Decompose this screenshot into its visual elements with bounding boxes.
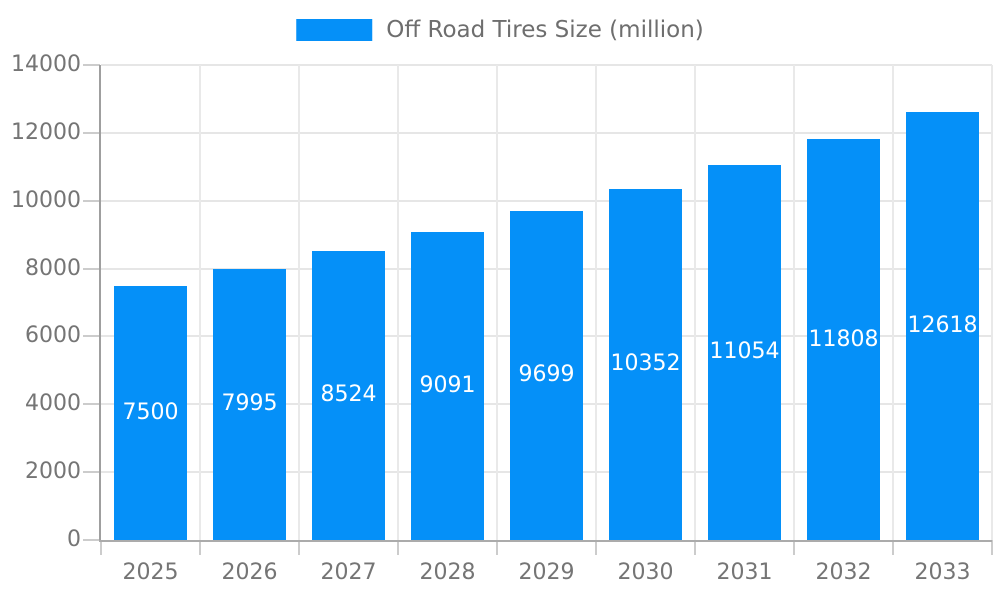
bar-value-label: 7995 — [221, 391, 278, 417]
bar — [509, 210, 584, 540]
y-tick — [83, 267, 100, 270]
legend-label: Off Road Tires Size (million) — [386, 17, 704, 43]
bar — [608, 188, 683, 540]
bar-value-label: 11808 — [808, 326, 879, 352]
y-tick-label: 6000 — [25, 323, 81, 349]
y-axis-line — [99, 65, 101, 540]
x-tick-label: 2026 — [221, 560, 278, 585]
x-tick — [991, 540, 993, 555]
v-gridline — [199, 65, 201, 540]
x-tick-label: 2032 — [815, 560, 872, 585]
y-tick — [83, 64, 100, 66]
bar — [806, 139, 881, 540]
plot-area: 7500 7995 8524 9091 9699 10352 11054 11808 12618 — [83, 64, 993, 555]
bar — [311, 250, 386, 540]
y-tick — [83, 403, 100, 406]
x-tick-label: 2029 — [518, 560, 575, 585]
bar-value-label: 7500 — [122, 399, 179, 425]
legend-swatch-icon — [296, 19, 373, 41]
y-tick-label: 4000 — [25, 391, 81, 417]
x-tick-label: 2027 — [320, 560, 377, 585]
v-gridline — [595, 65, 597, 540]
y-tick-label: 12000 — [11, 119, 81, 145]
x-tick-label: 2030 — [617, 560, 674, 585]
x-tick-label: 2028 — [419, 560, 476, 585]
bar-value-label: 11054 — [709, 339, 780, 365]
v-gridline — [694, 65, 696, 540]
h-gridline — [101, 64, 992, 66]
x-tick — [199, 540, 201, 555]
x-tick — [496, 540, 498, 555]
y-tick — [83, 199, 100, 202]
v-gridline — [991, 65, 993, 540]
x-tick-label: 2033 — [914, 560, 971, 585]
x-tick — [595, 540, 597, 555]
y-tick — [83, 471, 100, 474]
y-tick — [83, 335, 100, 338]
v-gridline — [496, 65, 498, 540]
x-tick — [298, 540, 300, 555]
v-gridline — [892, 65, 894, 540]
bar-value-label: 9091 — [419, 372, 476, 398]
bar — [707, 164, 782, 540]
bar-value-label: 12618 — [907, 312, 978, 338]
x-axis-line — [99, 540, 992, 542]
legend[interactable]: Off Road Tires Size (million) — [296, 17, 704, 43]
v-gridline — [298, 65, 300, 540]
bar — [113, 285, 188, 540]
v-gridline — [397, 65, 399, 540]
bar-value-label: 9699 — [518, 362, 575, 388]
y-tick — [83, 539, 100, 541]
y-tick-label: 8000 — [25, 255, 81, 281]
x-tick-label: 2031 — [716, 560, 773, 585]
x-tick — [892, 540, 894, 555]
y-tick-label: 2000 — [25, 459, 81, 485]
x-tick — [793, 540, 795, 555]
x-tick — [694, 540, 696, 555]
x-tick — [397, 540, 399, 555]
bar-value-label: 10352 — [610, 351, 681, 377]
bar — [410, 231, 485, 540]
bar — [905, 111, 980, 540]
bar-value-label: 8524 — [320, 382, 377, 408]
h-gridline — [101, 131, 992, 134]
x-tick-label: 2025 — [122, 560, 179, 585]
h-gridline — [101, 199, 992, 202]
bar — [212, 268, 287, 540]
v-gridline — [793, 65, 795, 540]
y-tick-label: 14000 — [11, 52, 81, 77]
y-tick-label: 0 — [67, 527, 81, 552]
x-tick — [100, 540, 102, 555]
y-tick-label: 10000 — [11, 187, 81, 213]
y-tick — [83, 131, 100, 134]
